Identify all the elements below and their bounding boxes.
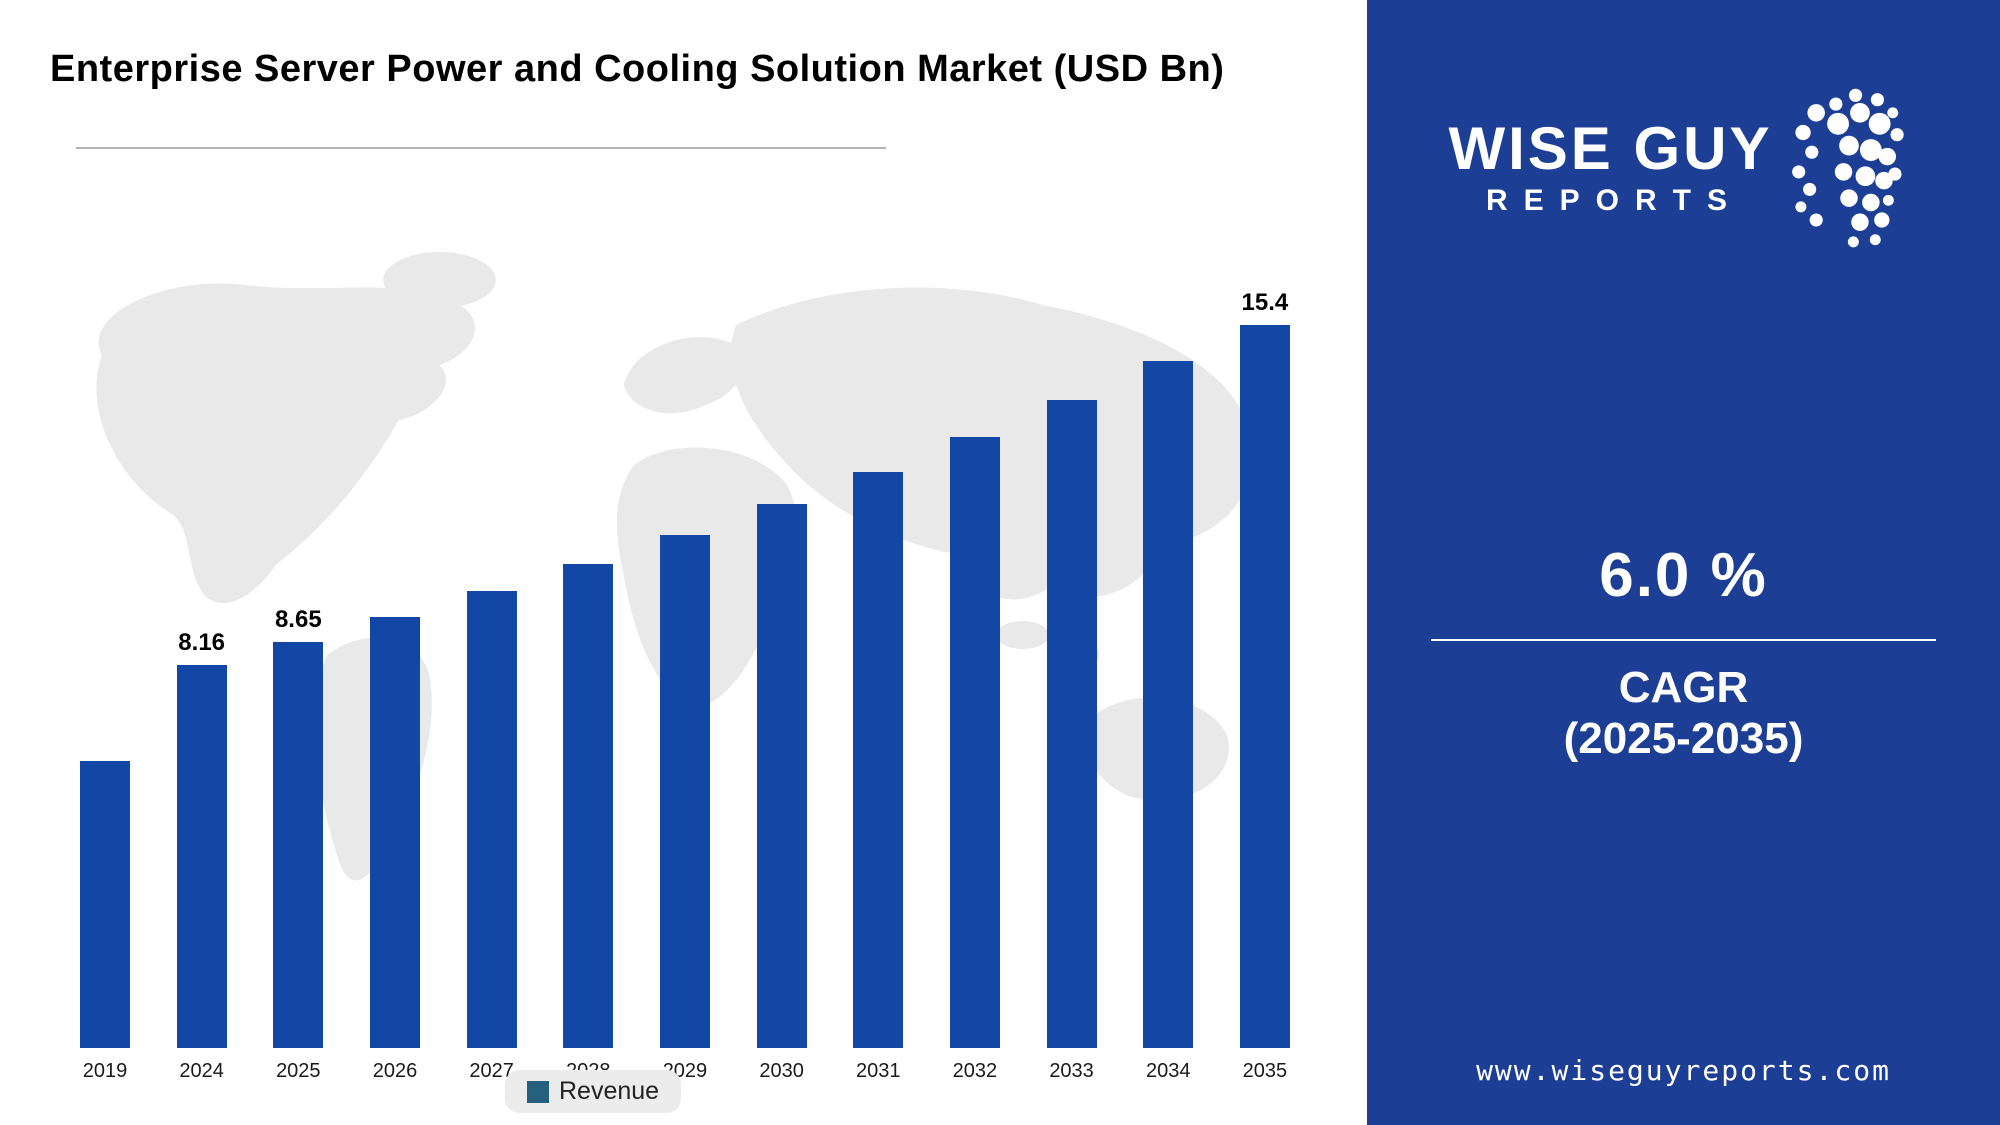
revenue-bar (1239, 325, 1290, 1048)
x-axis-tick: 2019 (82, 1060, 128, 1082)
x-axis-tick: 2035 (1242, 1060, 1288, 1082)
x-axis-tick: 2030 (759, 1060, 804, 1082)
bar-column: 2030 (747, 504, 817, 1082)
x-axis-tick: 2031 (856, 1060, 901, 1082)
x-axis-tick: 2026 (372, 1060, 418, 1082)
cagr-label: CAGR (1618, 663, 1749, 712)
x-axis-tick: 2024 (179, 1060, 224, 1082)
revenue-bar (1143, 361, 1194, 1048)
bar-column: 15.4 2035 (1230, 289, 1300, 1082)
brand-subname: REPORTS (1485, 184, 1744, 217)
x-axis-tick: 2025 (276, 1060, 321, 1082)
sidebar-divider (1431, 639, 1936, 641)
revenue-bar (369, 617, 420, 1048)
revenue-bar (1046, 400, 1097, 1048)
bar-value-label: 8.65 (274, 606, 322, 633)
bar-column: 2019 (70, 761, 140, 1082)
bar-column: 2031 (843, 472, 913, 1082)
bar-column: 8.65 2025 (263, 606, 333, 1082)
bar-column: 2026 (360, 617, 430, 1082)
bar-column: 2027 (457, 591, 527, 1082)
bar-column: 8.16 2024 (167, 629, 237, 1082)
revenue-bar (853, 472, 904, 1048)
cagr-period: (2025-2035) (1563, 713, 1804, 763)
dotted-head-icon (1791, 88, 1904, 248)
bar-column: 2032 (940, 437, 1010, 1082)
revenue-bar (80, 761, 130, 1048)
chart-panel: Enterprise Server Power and Cooling Solu… (50, 48, 1300, 1113)
x-axis-tick: 2034 (1145, 1060, 1191, 1082)
cagr-value: 6.0 % (1599, 541, 1768, 610)
revenue-bar (659, 535, 710, 1048)
bar-column: 2029 (650, 535, 720, 1082)
chart-legend: Revenue (505, 1070, 682, 1113)
bar-column: 2034 (1133, 361, 1203, 1082)
title-divider (76, 147, 886, 149)
revenue-bar (563, 564, 614, 1048)
bar-column: 2033 (1037, 400, 1107, 1082)
x-axis-tick: 2032 (952, 1060, 998, 1082)
x-axis-tick: 2033 (1049, 1060, 1094, 1082)
bar-value-label: 15.4 (1241, 289, 1289, 316)
brand-logo-text: WISE GUY REPORTS (1448, 117, 1772, 218)
revenue-bar (949, 437, 1000, 1048)
x-axis-tick: 2027 (469, 1060, 514, 1082)
bar-value-label: 8.16 (178, 629, 226, 656)
brand-logo: WISE GUY REPORTS (1367, 0, 2000, 255)
bar-column: 2028 (553, 564, 623, 1082)
bars-row: 2019 8.16 2024 8.65 2025 2026 2027 2028 2029 2030… (70, 273, 1300, 1082)
revenue-bar (466, 591, 517, 1048)
page-title: Enterprise Server Power and Cooling Solu… (50, 48, 1225, 90)
info-sidebar: WISE GUY REPORTS 6.0 % CAGR (2025-2035) … (1367, 0, 2000, 1125)
revenue-bar (273, 642, 324, 1048)
website-url: www.wiseguyreports.com (1476, 1054, 1891, 1087)
legend-label: Revenue (559, 1077, 660, 1105)
revenue-bar (756, 504, 807, 1048)
legend-swatch (527, 1080, 549, 1103)
revenue-bar (176, 665, 227, 1048)
brand-name: WISE GUY (1448, 115, 1773, 182)
